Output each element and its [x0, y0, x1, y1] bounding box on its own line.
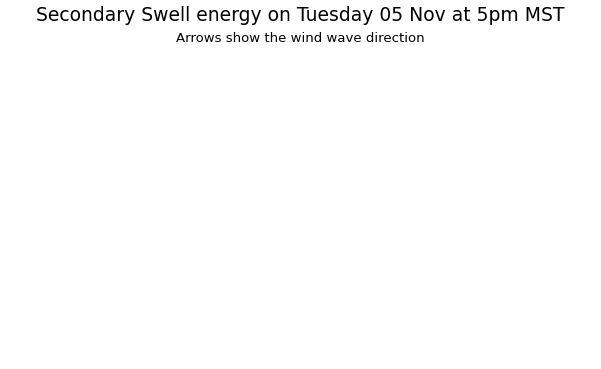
Text: Arrows show the wind wave direction: Arrows show the wind wave direction [176, 32, 425, 45]
Text: Secondary Swell energy on Tuesday 05 Nov at 5pm MST: Secondary Swell energy on Tuesday 05 Nov… [36, 6, 565, 25]
